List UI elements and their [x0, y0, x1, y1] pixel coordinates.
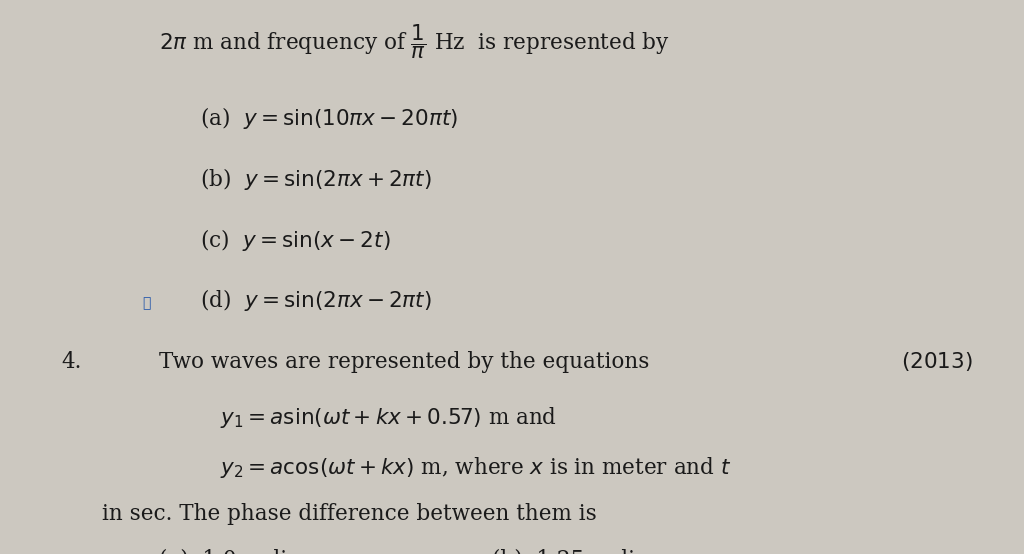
Text: (b)  1.25 radian: (b) 1.25 radian: [492, 548, 662, 554]
Text: Two waves are represented by the equations: Two waves are represented by the equatio…: [159, 351, 649, 373]
Text: $(2013)$: $(2013)$: [901, 351, 973, 373]
Text: in sec. The phase difference between them is: in sec. The phase difference between the…: [102, 502, 597, 525]
Text: 4.: 4.: [61, 351, 82, 373]
Text: (a)  1.0 radian: (a) 1.0 radian: [159, 548, 313, 554]
Text: (b)  $y = \sin(2\pi x + 2\pi t)$: (b) $y = \sin(2\pi x + 2\pi t)$: [200, 166, 431, 192]
Text: (a)  $y = \sin(10\pi x - 20\pi t)$: (a) $y = \sin(10\pi x - 20\pi t)$: [200, 105, 458, 131]
Text: (c)  $y = \sin(x - 2t)$: (c) $y = \sin(x - 2t)$: [200, 227, 390, 253]
Text: ★: ★: [142, 296, 151, 310]
Text: (d)  $y = \sin(2\pi x - 2\pi t)$: (d) $y = \sin(2\pi x - 2\pi t)$: [200, 288, 431, 314]
Text: $2\pi$ m and frequency of $\dfrac{1}{\pi}$ Hz  is represented by: $2\pi$ m and frequency of $\dfrac{1}{\pi…: [159, 22, 670, 61]
Text: $y_1 = a\sin(\omega t + kx + 0.57)$ m and: $y_1 = a\sin(\omega t + kx + 0.57)$ m an…: [220, 405, 557, 430]
Text: $y_2 = a\cos(\omega t + kx)$ m, where $x$ is in meter and $t$: $y_2 = a\cos(\omega t + kx)$ m, where $x…: [220, 455, 731, 480]
